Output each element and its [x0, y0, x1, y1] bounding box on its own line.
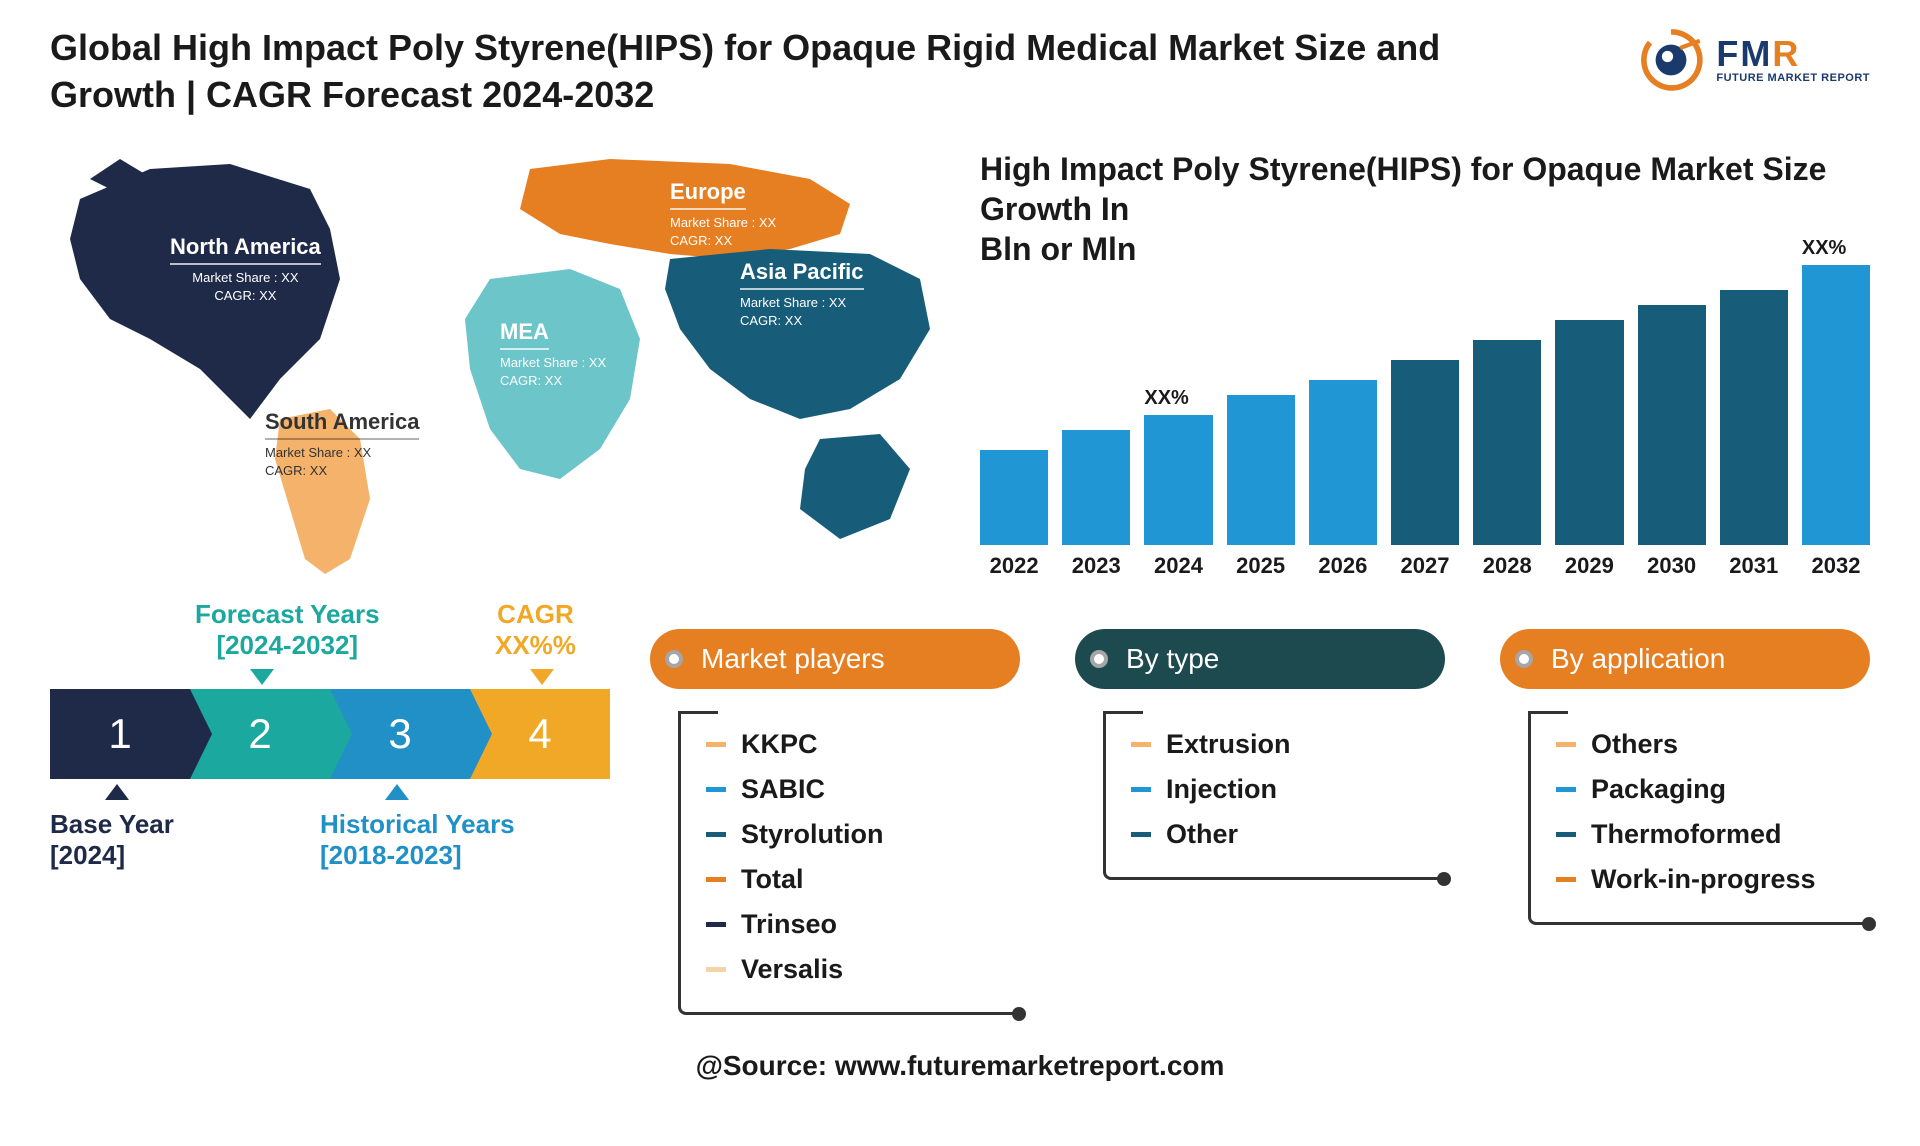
category-item: Versalis — [706, 947, 1020, 992]
base-year-label: Base Year — [50, 809, 174, 840]
logo: FMR FUTURE MARKET REPORT — [1636, 25, 1870, 95]
region-mea: MEAMarket Share : XXCAGR: XX — [500, 319, 606, 390]
categories: Market playersKKPCSABICStyrolutionTotalT… — [650, 609, 1870, 1015]
bar-2025: 2025 — [1227, 395, 1295, 579]
timeline: Forecast Years [2024-2032] CAGR XX%% 1 2… — [50, 609, 610, 779]
historical-years-value: [2018-2023] — [320, 840, 515, 871]
category-header: Market players — [650, 629, 1020, 689]
bar-2027: 2027 — [1391, 360, 1459, 579]
bar-2022: 2022 — [980, 450, 1048, 579]
category-item: Injection — [1131, 767, 1445, 812]
logo-icon — [1636, 25, 1706, 95]
category-by-type: By type ExtrusionInjectionOther — [1075, 629, 1445, 1015]
category-item: Styrolution — [706, 812, 1020, 857]
bar-year-2027: 2027 — [1401, 553, 1450, 579]
bar-2026: 2026 — [1309, 380, 1377, 579]
category-item: Work-in-progress — [1556, 857, 1870, 902]
category-item: KKPC — [706, 722, 1020, 767]
category-item: Total — [706, 857, 1020, 902]
bar-label-2024: XX% — [1144, 387, 1188, 410]
bar-year-2029: 2029 — [1565, 553, 1614, 579]
logo-text-sub: FUTURE MARKET REPORT — [1716, 72, 1870, 84]
forecast-years-value: [2024-2032] — [195, 630, 380, 661]
logo-text-main: FMR — [1716, 36, 1870, 72]
world-map: North AmericaMarket Share : XXCAGR: XX So… — [50, 139, 950, 579]
category-item: SABIC — [706, 767, 1020, 812]
bar-chart: 20222023XX%20242025202620272028202920302… — [980, 279, 1870, 579]
bar-2032: XX%2032 — [1802, 265, 1870, 579]
bar-2023: 2023 — [1062, 430, 1130, 579]
bar-year-2024: 2024 — [1154, 553, 1203, 579]
category-item: Other — [1131, 812, 1445, 857]
timeline-seg-1: 1 — [50, 689, 190, 779]
category-market-players: Market players KKPCSABICStyrolutionTotalT… — [650, 629, 1020, 1015]
category-item: Trinseo — [706, 902, 1020, 947]
historical-years-label: Historical Years — [320, 809, 515, 840]
base-year-value: [2024] — [50, 840, 174, 871]
bar-year-2032: 2032 — [1811, 553, 1860, 579]
bar-2031: 2031 — [1720, 290, 1788, 579]
category-item: Packaging — [1556, 767, 1870, 812]
category-item: Thermoformed — [1556, 812, 1870, 857]
bar-year-2023: 2023 — [1072, 553, 1121, 579]
chart-title: High Impact Poly Styrene(HIPS) for Opaqu… — [980, 149, 1870, 269]
bar-year-2025: 2025 — [1236, 553, 1285, 579]
source-footer: @Source: www.futuremarketreport.com — [0, 1015, 1920, 1082]
cagr-value: XX%% — [495, 630, 576, 661]
bar-2029: 2029 — [1555, 320, 1623, 579]
category-header: By type — [1075, 629, 1445, 689]
region-north-america: North AmericaMarket Share : XXCAGR: XX — [170, 234, 321, 305]
bar-year-2026: 2026 — [1318, 553, 1367, 579]
bar-2030: 2030 — [1638, 305, 1706, 579]
region-europe: EuropeMarket Share : XXCAGR: XX — [670, 179, 776, 250]
category-header: By application — [1500, 629, 1870, 689]
bar-label-2032: XX% — [1802, 237, 1846, 260]
forecast-years-label: Forecast Years — [195, 599, 380, 630]
category-by-application: By application OthersPackagingThermoforme… — [1500, 629, 1870, 1015]
bar-chart-section: High Impact Poly Styrene(HIPS) for Opaqu… — [980, 139, 1870, 579]
category-item: Extrusion — [1131, 722, 1445, 767]
cagr-label: CAGR — [495, 599, 576, 630]
bar-2024: XX%2024 — [1144, 415, 1212, 579]
region-south-america: South AmericaMarket Share : XXCAGR: XX — [265, 409, 419, 480]
bar-year-2028: 2028 — [1483, 553, 1532, 579]
page-title: Global High Impact Poly Styrene(HIPS) fo… — [50, 25, 1450, 119]
region-asia-pacific: Asia PacificMarket Share : XXCAGR: XX — [740, 259, 864, 330]
bar-year-2022: 2022 — [990, 553, 1039, 579]
bar-year-2031: 2031 — [1729, 553, 1778, 579]
bar-year-2030: 2030 — [1647, 553, 1696, 579]
bar-2028: 2028 — [1473, 340, 1541, 579]
category-item: Others — [1556, 722, 1870, 767]
